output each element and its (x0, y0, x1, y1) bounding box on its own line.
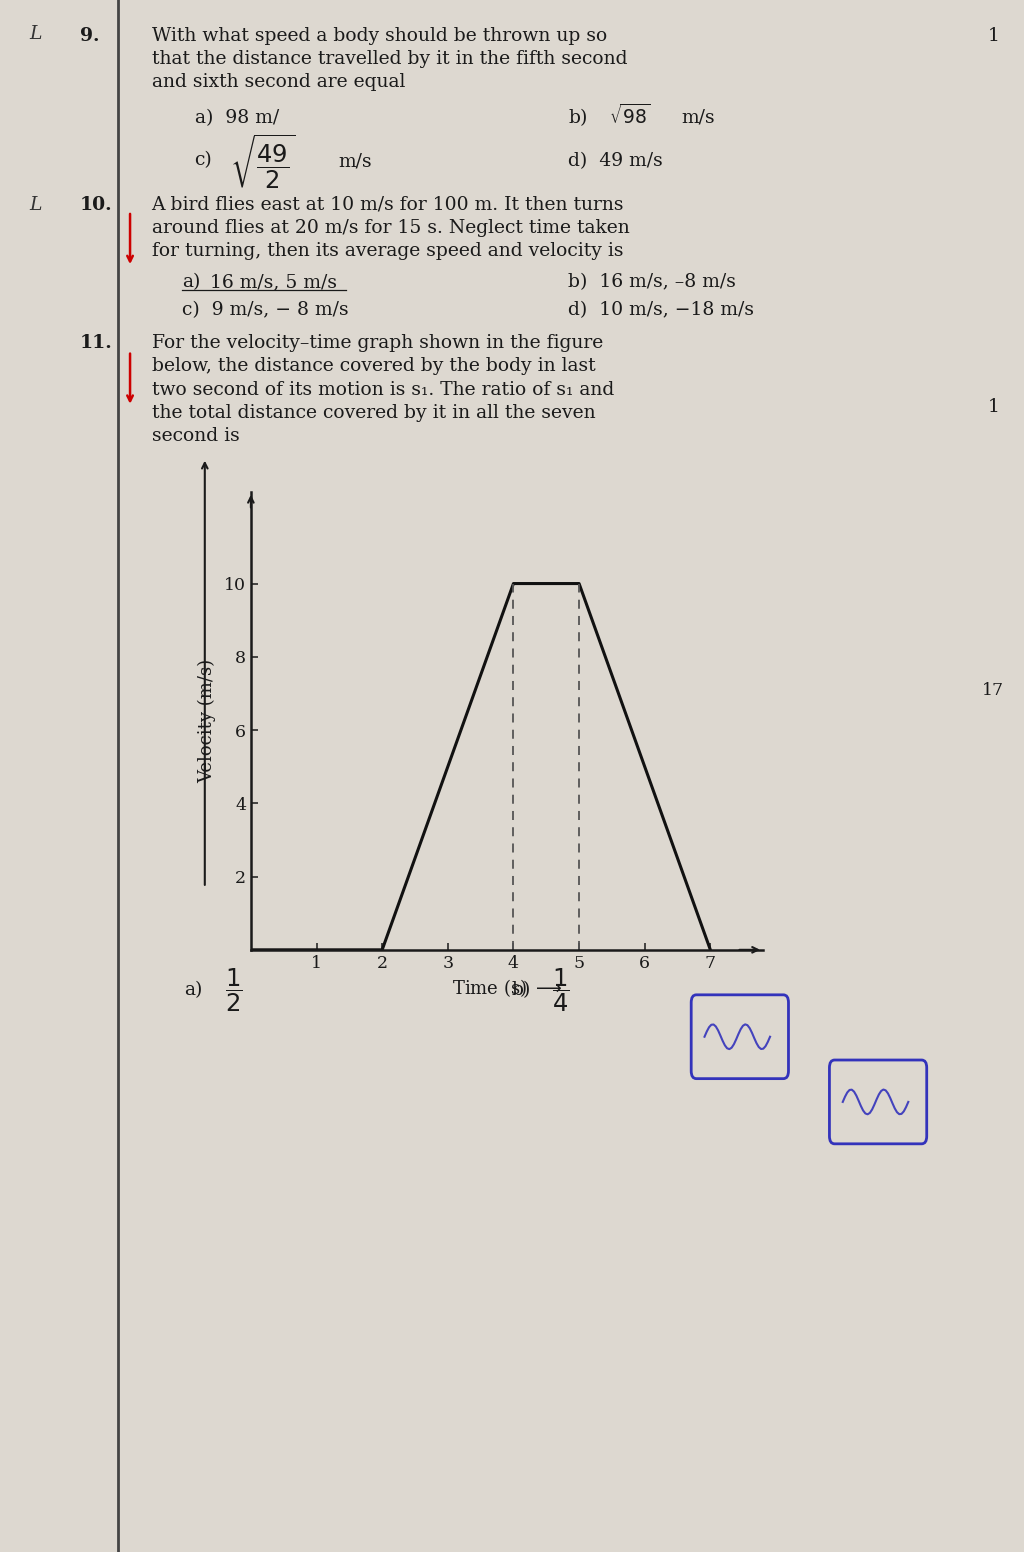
Text: $\sqrt{98}$: $\sqrt{98}$ (609, 104, 651, 127)
Text: m/s: m/s (338, 152, 372, 171)
Text: $\sqrt{\dfrac{49}{2}}$: $\sqrt{\dfrac{49}{2}}$ (230, 132, 296, 191)
Text: 11.: 11. (80, 334, 113, 352)
Text: For the velocity–time graph shown in the figure: For the velocity–time graph shown in the… (152, 334, 603, 352)
Text: the total distance covered by it in all the seven: the total distance covered by it in all … (152, 404, 595, 422)
Text: $\dfrac{1}{4}$: $\dfrac{1}{4}$ (552, 967, 570, 1013)
Text: a)  98 m/: a) 98 m/ (195, 109, 279, 127)
Text: With what speed a body should be thrown up so: With what speed a body should be thrown … (152, 26, 607, 45)
Text: b): b) (512, 981, 531, 999)
Text: and sixth second are equal: and sixth second are equal (152, 73, 404, 92)
Text: c)  9 m/s, − 8 m/s: c) 9 m/s, − 8 m/s (182, 301, 349, 320)
Text: second is: second is (152, 427, 240, 445)
Text: b): b) (568, 109, 588, 127)
Text: d)  49 m/s: d) 49 m/s (568, 152, 664, 171)
Text: below, the distance covered by the body in last: below, the distance covered by the body … (152, 357, 595, 376)
Text: d)  10 m/s, −18 m/s: d) 10 m/s, −18 m/s (568, 301, 755, 320)
Text: a): a) (182, 273, 201, 292)
Text: for turning, then its average speed and velocity is: for turning, then its average speed and … (152, 242, 623, 261)
Text: L: L (30, 25, 42, 43)
Text: a): a) (184, 981, 203, 999)
Text: b)  16 m/s, –8 m/s: b) 16 m/s, –8 m/s (568, 273, 736, 292)
Text: two second of its motion is s₁. The ratio of s₁ and: two second of its motion is s₁. The rati… (152, 380, 613, 399)
Text: around flies at 20 m/s for 15 s. Neglect time taken: around flies at 20 m/s for 15 s. Neglect… (152, 219, 630, 237)
Text: 1: 1 (987, 397, 999, 416)
Text: L: L (30, 196, 42, 214)
Text: 10.: 10. (80, 196, 113, 214)
Text: 16 m/s, 5 m/s: 16 m/s, 5 m/s (210, 273, 337, 292)
Text: that the distance travelled by it in the fifth second: that the distance travelled by it in the… (152, 50, 627, 68)
Text: A bird flies east at 10 m/s for 100 m. It then turns: A bird flies east at 10 m/s for 100 m. I… (152, 196, 624, 214)
Text: 17: 17 (982, 683, 1005, 698)
Text: m/s: m/s (681, 109, 715, 127)
Text: $\dfrac{1}{2}$: $\dfrac{1}{2}$ (224, 967, 243, 1013)
Text: 9.: 9. (80, 26, 99, 45)
Text: 1: 1 (987, 26, 999, 45)
Text: c): c) (195, 151, 212, 169)
Y-axis label: Velocity (m/s): Velocity (m/s) (198, 660, 216, 782)
X-axis label: Time (s) $\longrightarrow$: Time (s) $\longrightarrow$ (452, 978, 562, 999)
